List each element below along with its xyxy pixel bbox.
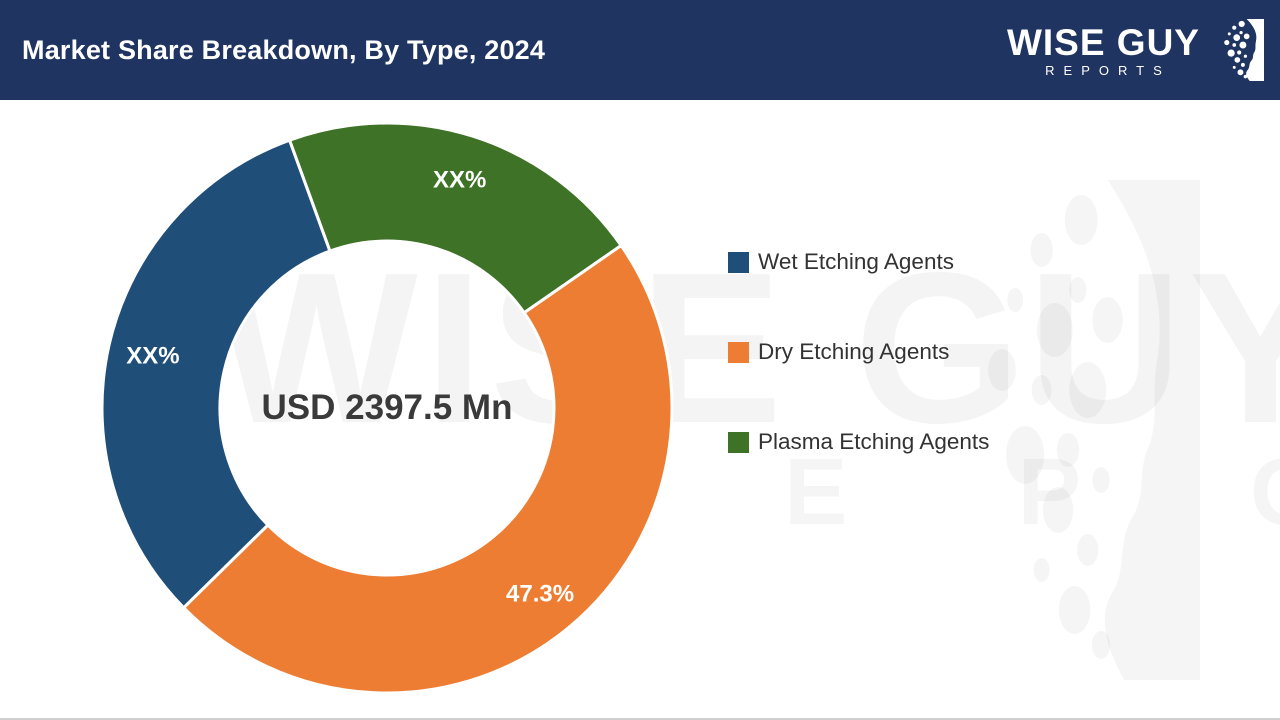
legend-swatch [728,341,749,363]
brand-name: WISE GUY [1006,21,1200,63]
legend-label: Plasma Etching Agents [758,429,990,454]
chart-legend: Wet Etching Agents Dry Etching Agents Plas… [728,248,989,518]
chart-area: WISE GUY R E P O R T S XX%47.3%XX% USD 2… [0,100,1280,718]
donut-center-value: USD 2397.5 Mn [261,388,513,427]
donut-chart: XX% 47.3% XX% [0,100,780,718]
legend-label: Wet Etching Agents [758,249,954,274]
bottom-divider [0,718,1280,720]
slice-percentage-label: XX% [126,342,179,369]
legend-label: Dry Etching Agents [758,339,950,364]
brand-logo-text: WISE GUY REPORTS [1007,24,1200,77]
header-bar: Market Share Breakdown, By Type, 2024 WI… [0,0,1280,100]
slice-percentage-label: XX% [433,167,486,194]
legend-swatch [728,431,749,453]
legend-item: Plasma Etching Agents [728,428,989,456]
brand-subname: REPORTS [1045,62,1171,78]
legend-swatch [728,251,749,273]
legend-item: Wet Etching Agents [728,248,989,276]
brand-logo: WISE GUY REPORTS [1007,18,1280,82]
legend-item: Dry Etching Agents [728,338,989,366]
page-title: Market Share Breakdown, By Type, 2024 [22,34,546,65]
donut-slice [182,244,674,695]
brand-face-icon [1202,18,1264,82]
donut-slice [100,138,332,610]
slice-percentage-label: 47.3% [506,580,574,607]
donut-slice [288,121,623,315]
